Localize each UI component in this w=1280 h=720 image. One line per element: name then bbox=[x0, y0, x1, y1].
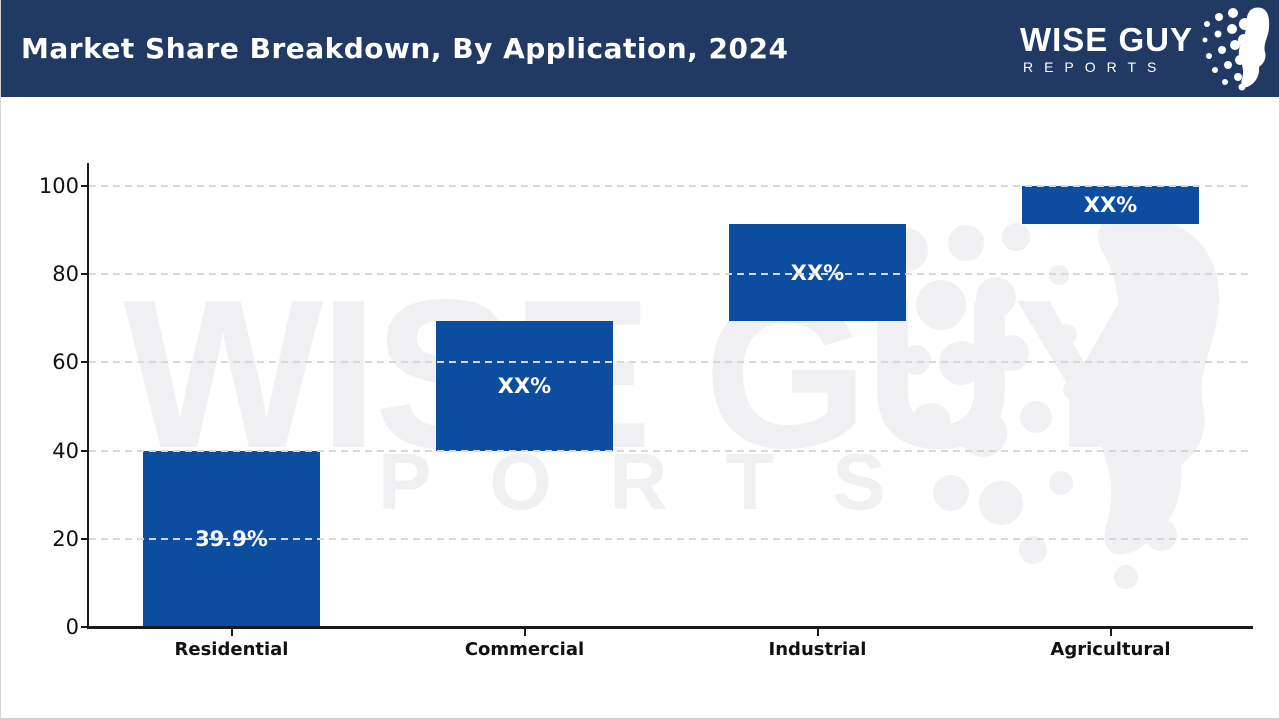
y-axis-spine bbox=[87, 163, 89, 628]
y-tick-mark bbox=[81, 626, 87, 628]
gridline bbox=[89, 273, 1251, 276]
gridline bbox=[89, 537, 1251, 540]
y-tick-mark bbox=[81, 537, 87, 540]
y-tick-mark bbox=[81, 185, 87, 187]
brand-logo: WISE GUY REPORTS bbox=[1020, 0, 1271, 97]
y-tick-label: 80 bbox=[52, 262, 79, 287]
watermark-face-icon bbox=[884, 216, 1220, 589]
bar: XX% bbox=[436, 321, 613, 452]
x-axis-label: Agricultural bbox=[1050, 639, 1171, 660]
x-axis-label: Residential bbox=[174, 639, 289, 660]
y-tick-label: 100 bbox=[38, 174, 79, 198]
y-tick-label: 40 bbox=[52, 438, 79, 463]
page-title: Market Share Breakdown, By Application, … bbox=[21, 32, 789, 65]
y-tick-label: 60 bbox=[52, 350, 79, 375]
bar-value-label: XX% bbox=[1083, 193, 1138, 218]
y-tick-label: 0 bbox=[65, 615, 79, 639]
x-axis-label: Industrial bbox=[768, 639, 867, 660]
bar: XX% bbox=[729, 224, 906, 322]
y-tick-mark bbox=[81, 273, 87, 276]
gridline bbox=[89, 449, 1251, 452]
header: Market Share Breakdown, By Application, … bbox=[1, 0, 1279, 97]
bar-value-label: XX% bbox=[497, 374, 552, 399]
x-tick-mark bbox=[523, 629, 526, 636]
x-tick-mark bbox=[230, 629, 233, 636]
bar-value-label: XX% bbox=[790, 260, 845, 285]
y-tick-mark bbox=[81, 361, 87, 364]
logo-face-icon bbox=[1202, 7, 1270, 90]
y-tick-label: 20 bbox=[52, 526, 79, 551]
bar: XX% bbox=[1022, 186, 1199, 225]
x-tick-mark bbox=[816, 629, 819, 636]
gridline bbox=[89, 185, 1251, 187]
logo-subtext: REPORTS bbox=[1022, 59, 1168, 75]
gridline bbox=[89, 361, 1251, 364]
x-axis-label: Commercial bbox=[464, 639, 585, 660]
logo-wordmark: WISE GUY bbox=[1019, 21, 1193, 58]
x-axis-spine bbox=[87, 626, 1253, 629]
x-tick-mark bbox=[1109, 629, 1112, 636]
y-tick-mark bbox=[81, 449, 87, 452]
